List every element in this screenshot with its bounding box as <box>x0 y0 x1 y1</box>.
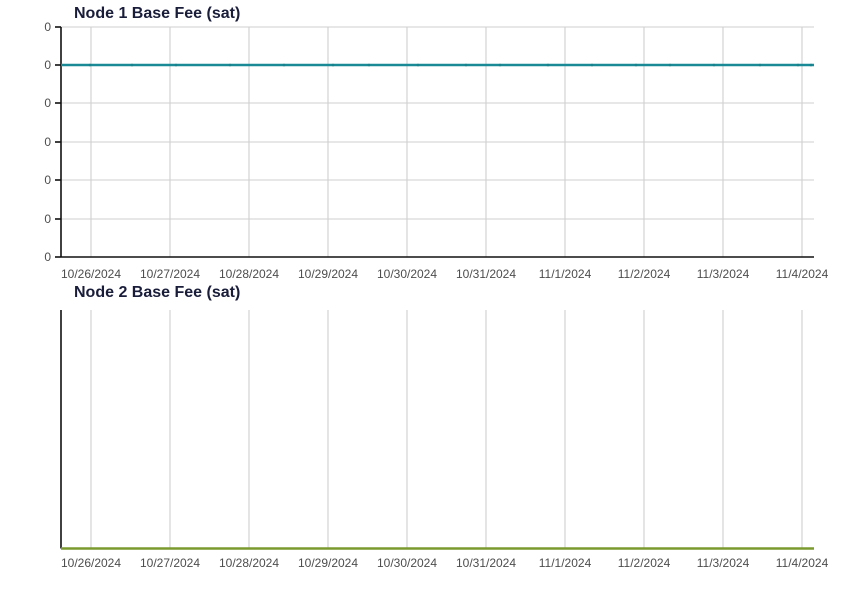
svg-text:10/26/2024: 10/26/2024 <box>61 267 121 281</box>
svg-text:0: 0 <box>44 250 51 264</box>
svg-text:0: 0 <box>44 96 51 110</box>
svg-text:10/28/2024: 10/28/2024 <box>219 267 279 281</box>
svg-text:11/4/2024: 11/4/2024 <box>776 267 829 281</box>
svg-text:10/30/2024: 10/30/2024 <box>377 267 437 281</box>
svg-text:0: 0 <box>44 58 51 72</box>
svg-text:0: 0 <box>44 20 51 34</box>
svg-text:11/1/2024: 11/1/2024 <box>539 267 592 281</box>
svg-text:10/30/2024: 10/30/2024 <box>377 556 437 570</box>
svg-text:11/3/2024: 11/3/2024 <box>697 556 750 570</box>
svg-text:0: 0 <box>44 173 51 187</box>
svg-text:10/26/2024: 10/26/2024 <box>61 556 121 570</box>
svg-text:10/29/2024: 10/29/2024 <box>298 556 358 570</box>
svg-text:0: 0 <box>44 212 51 226</box>
svg-text:11/2/2024: 11/2/2024 <box>618 556 671 570</box>
svg-text:11/3/2024: 11/3/2024 <box>697 267 750 281</box>
svg-text:10/27/2024: 10/27/2024 <box>140 556 200 570</box>
svg-text:11/2/2024: 11/2/2024 <box>618 267 671 281</box>
svg-text:10/29/2024: 10/29/2024 <box>298 267 358 281</box>
svg-text:11/4/2024: 11/4/2024 <box>776 556 829 570</box>
svg-text:10/31/2024: 10/31/2024 <box>456 267 516 281</box>
svg-text:10/27/2024: 10/27/2024 <box>140 267 200 281</box>
svg-text:10/31/2024: 10/31/2024 <box>456 556 516 570</box>
svg-text:10/28/2024: 10/28/2024 <box>219 556 279 570</box>
svg-text:0: 0 <box>44 135 51 149</box>
svg-text:11/1/2024: 11/1/2024 <box>539 556 592 570</box>
